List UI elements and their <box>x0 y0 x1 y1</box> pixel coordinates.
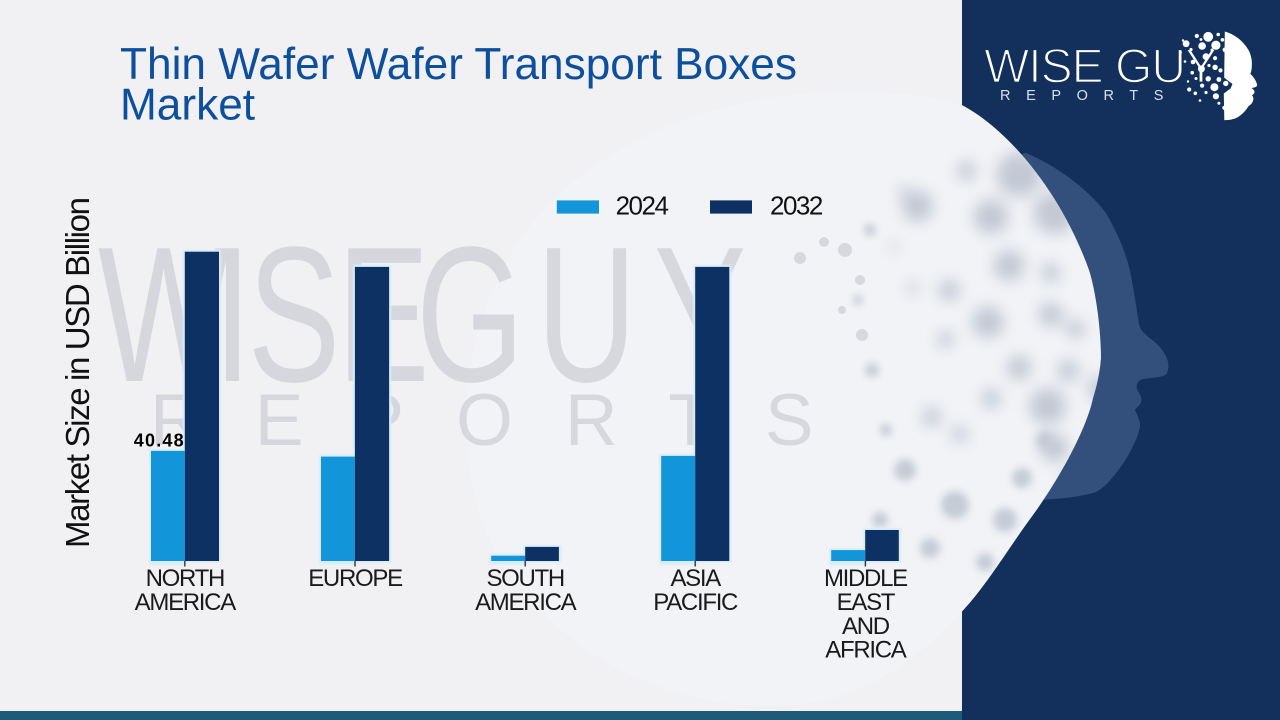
svg-text:EAST: EAST <box>837 589 896 616</box>
svg-text:PACIFIC: PACIFIC <box>653 589 738 616</box>
svg-text:Market: Market <box>120 81 255 130</box>
svg-text:2032: 2032 <box>770 191 823 221</box>
svg-text:AND: AND <box>842 613 890 640</box>
svg-text:2024: 2024 <box>616 191 669 221</box>
svg-text:AMERICA: AMERICA <box>475 589 577 616</box>
svg-text:MIDDLE: MIDDLE <box>824 565 907 592</box>
svg-text:Thin Wafer Wafer Transport Box: Thin Wafer Wafer Transport Boxes <box>120 40 797 89</box>
svg-text:REPORTS: REPORTS <box>1000 88 1179 104</box>
svg-text:40.48: 40.48 <box>134 430 185 450</box>
svg-text:NORTH: NORTH <box>146 565 224 592</box>
svg-text:WISE GUY: WISE GUY <box>984 41 1216 94</box>
svg-text:Market Size in USD Billion: Market Size in USD Billion <box>59 197 96 548</box>
svg-text:SOUTH: SOUTH <box>486 565 564 592</box>
svg-text:AMERICA: AMERICA <box>135 589 237 616</box>
svg-text:AFRICA: AFRICA <box>825 637 907 664</box>
svg-text:EUROPE: EUROPE <box>308 565 402 592</box>
svg-text:REPORTS: REPORTS <box>150 380 866 461</box>
svg-text:ASIA: ASIA <box>670 565 721 592</box>
